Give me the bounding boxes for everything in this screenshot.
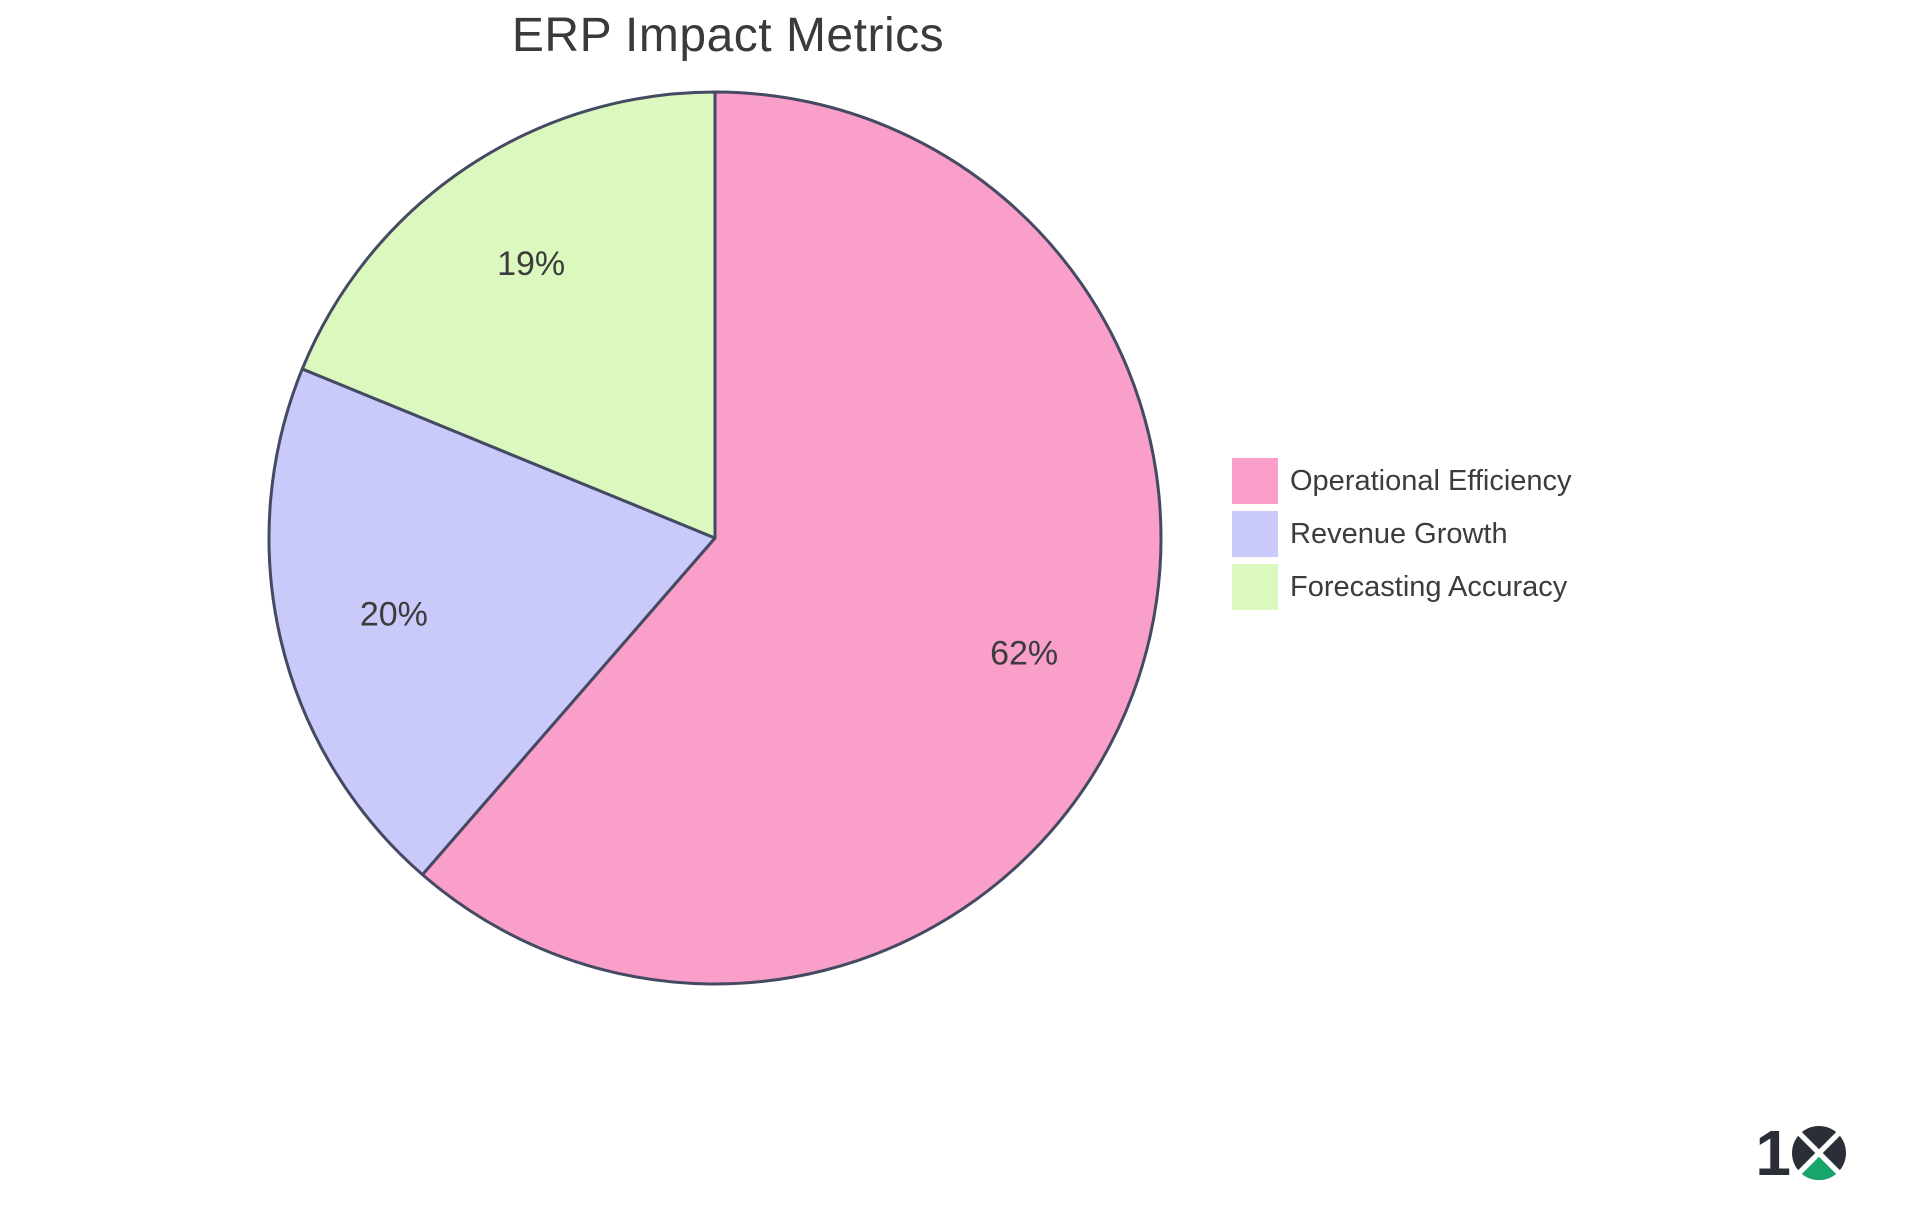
brand-logo[interactable]: 1 xyxy=(1755,1121,1846,1185)
legend-swatch-operational-efficiency xyxy=(1232,458,1278,504)
legend-item-revenue-growth[interactable]: Revenue Growth xyxy=(1232,511,1572,557)
pie-slice-label-revenue-growth: 20% xyxy=(360,595,428,633)
pie-slice-forecasting-accuracy[interactable] xyxy=(300,90,717,540)
legend-item-operational-efficiency[interactable]: Operational Efficiency xyxy=(1232,458,1572,504)
logo-x-stroke xyxy=(1795,1129,1843,1177)
legend-label: Revenue Growth xyxy=(1290,517,1508,550)
pie-slice-operational-efficiency[interactable] xyxy=(420,90,1163,986)
logo-accent-wedge xyxy=(1799,1153,1839,1180)
pie-slice-revenue-growth[interactable] xyxy=(267,367,717,877)
pie-slice-label-forecasting-accuracy: 19% xyxy=(497,245,565,283)
pie-slice-label-operational-efficiency: 62% xyxy=(990,635,1058,673)
legend-label: Forecasting Accuracy xyxy=(1290,570,1568,603)
legend-swatch-revenue-growth xyxy=(1232,511,1278,557)
legend-swatch-forecasting-accuracy xyxy=(1232,564,1278,610)
legend: Operational Efficiency Revenue Growth Fo… xyxy=(1232,458,1572,617)
logo-mark-icon xyxy=(1792,1126,1846,1180)
pie-chart: 62% 20% 19% xyxy=(267,90,1163,986)
legend-item-forecasting-accuracy[interactable]: Forecasting Accuracy xyxy=(1232,564,1572,610)
chart-title: ERP Impact Metrics xyxy=(511,9,945,62)
logo-digit: 1 xyxy=(1755,1117,1791,1189)
legend-label: Operational Efficiency xyxy=(1290,464,1572,497)
